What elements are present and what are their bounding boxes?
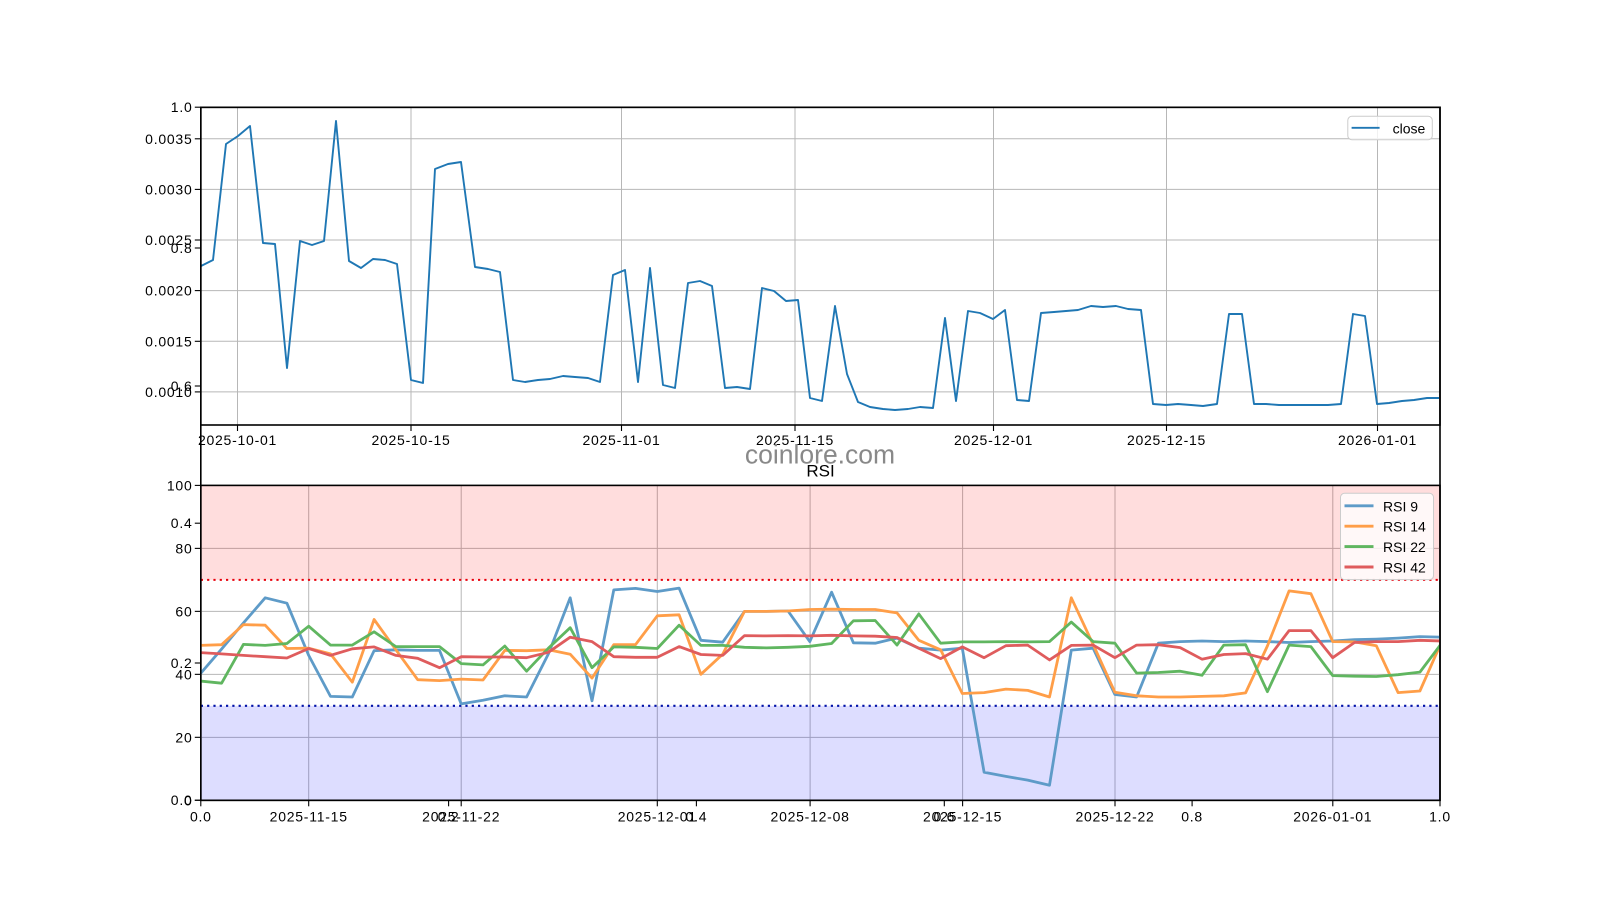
svg-text:40: 40 [175, 666, 192, 682]
svg-text:2025-10-01: 2025-10-01 [198, 432, 277, 448]
svg-text:2025-12-15: 2025-12-15 [923, 809, 1002, 825]
svg-text:80: 80 [175, 540, 192, 556]
svg-text:0.4: 0.4 [171, 515, 193, 531]
svg-text:0.2: 0.2 [438, 809, 460, 825]
svg-text:60: 60 [175, 603, 192, 619]
svg-text:RSI: RSI [806, 462, 834, 481]
svg-text:RSI 9: RSI 9 [1383, 498, 1418, 514]
svg-text:2026-01-01: 2026-01-01 [1338, 432, 1417, 448]
svg-text:0.0: 0.0 [190, 809, 212, 825]
svg-text:close: close [1393, 120, 1426, 136]
svg-text:2025-11-15: 2025-11-15 [270, 809, 348, 825]
svg-text:2025-12-01: 2025-12-01 [954, 432, 1033, 448]
svg-text:2025-12-01: 2025-12-01 [618, 809, 697, 825]
svg-text:1.0: 1.0 [171, 99, 193, 115]
svg-text:100: 100 [167, 477, 193, 493]
svg-text:0.0015: 0.0015 [145, 333, 192, 349]
svg-text:2025-10-15: 2025-10-15 [371, 432, 450, 448]
svg-text:RSI 14: RSI 14 [1383, 519, 1426, 535]
svg-text:0: 0 [184, 792, 193, 808]
svg-text:0.0: 0.0 [171, 792, 193, 808]
svg-text:coinlore.com: coinlore.com [745, 440, 895, 470]
svg-text:0.0010: 0.0010 [145, 384, 192, 400]
svg-text:0.0035: 0.0035 [145, 131, 192, 147]
svg-text:2025-11-01: 2025-11-01 [582, 432, 660, 448]
svg-text:0.8: 0.8 [171, 240, 193, 256]
svg-text:2025-12-22: 2025-12-22 [1075, 809, 1154, 825]
svg-text:0.0030: 0.0030 [145, 181, 192, 197]
svg-text:RSI 22: RSI 22 [1383, 539, 1426, 555]
svg-text:2025-11-15: 2025-11-15 [756, 432, 834, 448]
svg-text:RSI 42: RSI 42 [1383, 560, 1426, 576]
svg-text:0.2: 0.2 [171, 655, 193, 671]
svg-text:0.6: 0.6 [171, 378, 193, 394]
svg-text:2025-12-15: 2025-12-15 [1127, 432, 1206, 448]
svg-text:2026-01-01: 2026-01-01 [1293, 809, 1372, 825]
svg-text:2025-11-22: 2025-11-22 [422, 809, 500, 825]
svg-text:0.6: 0.6 [933, 809, 955, 825]
svg-text:0.4: 0.4 [686, 809, 708, 825]
svg-text:0.8: 0.8 [1181, 809, 1203, 825]
svg-text:0.0020: 0.0020 [145, 283, 192, 299]
svg-text:0.0025: 0.0025 [145, 232, 192, 248]
svg-text:2025-12-08: 2025-12-08 [771, 809, 850, 825]
svg-text:1.0: 1.0 [1429, 809, 1451, 825]
svg-text:20: 20 [175, 729, 192, 745]
